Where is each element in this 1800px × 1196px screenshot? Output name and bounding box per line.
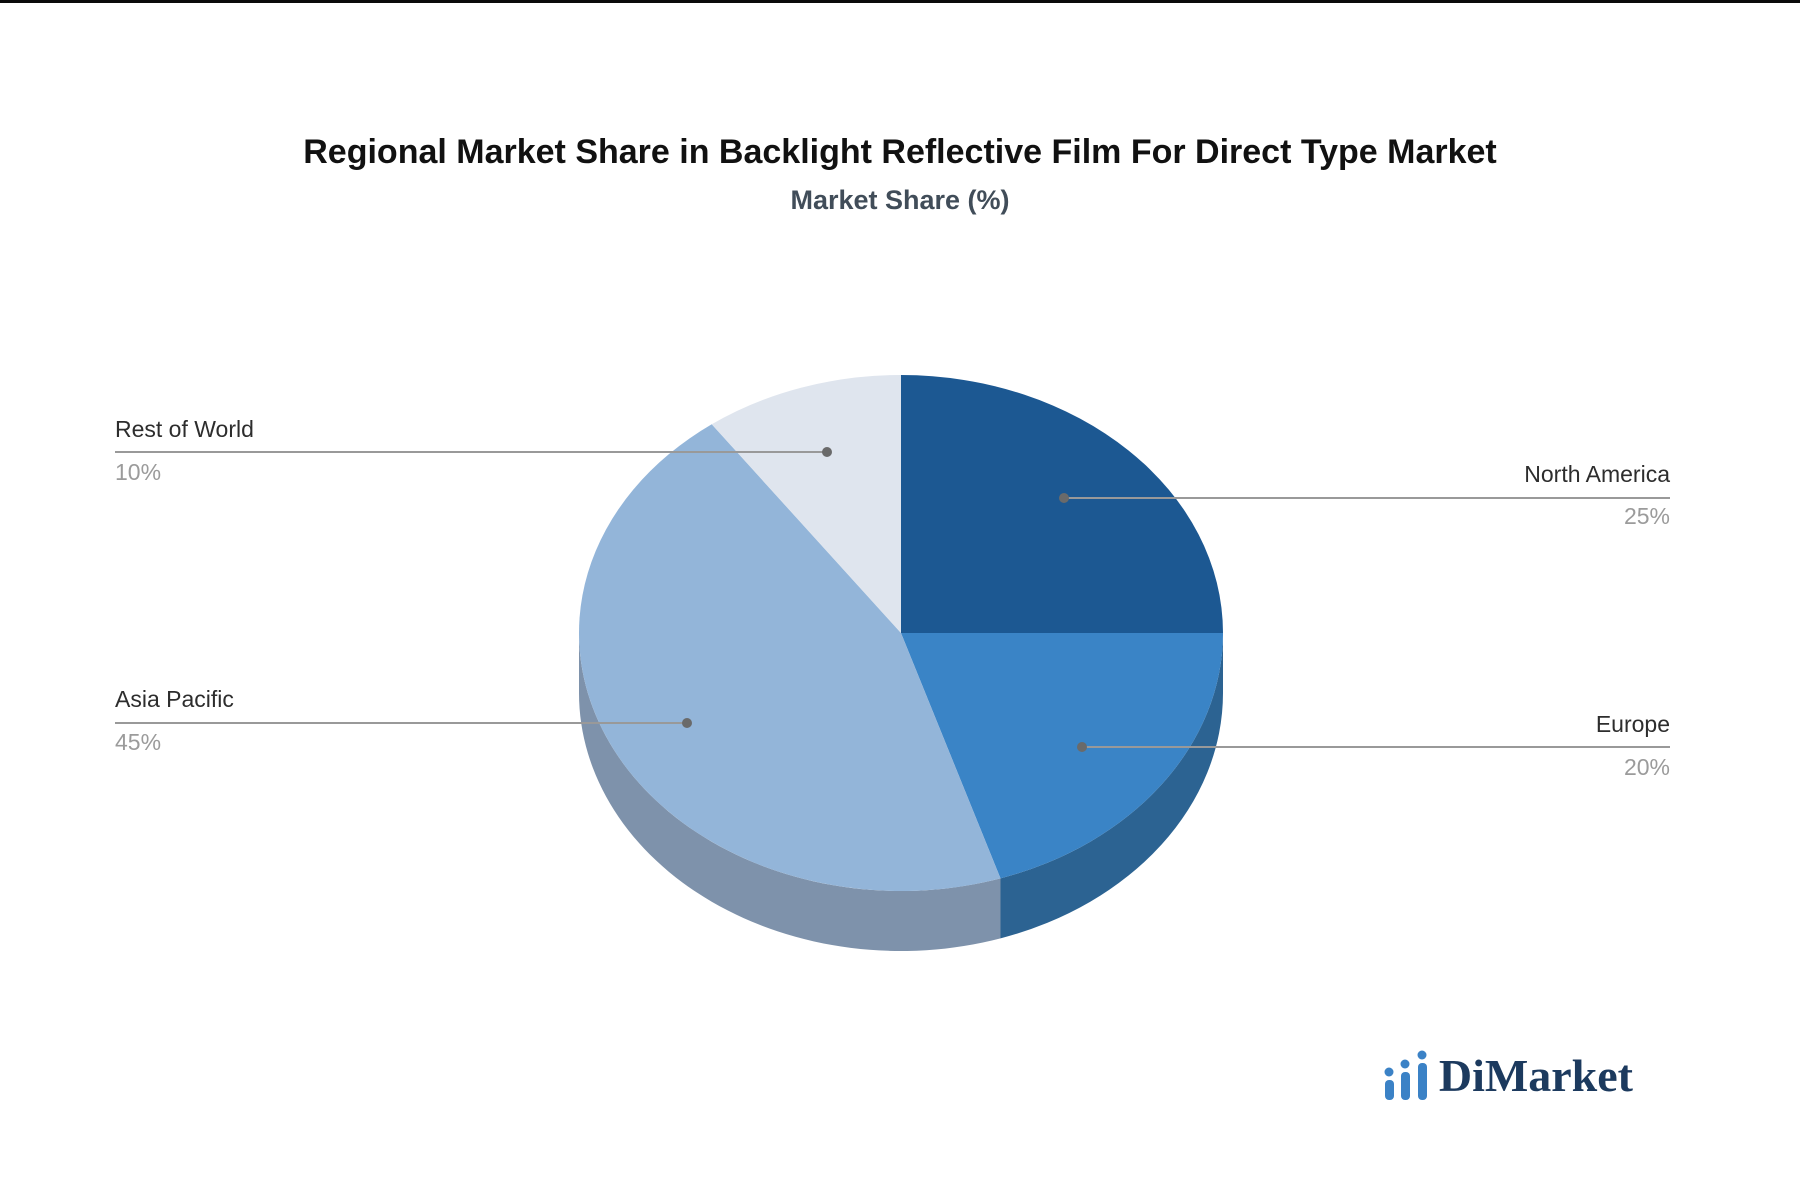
slice-label-north-america: North America — [1524, 461, 1670, 487]
bar-chart-icon — [1384, 1050, 1427, 1100]
pie-side-europe — [1000, 633, 1223, 939]
window-top-edge — [0, 0, 1800, 3]
leader-dot-asia-pacific — [682, 718, 692, 728]
slice-value-north-america: 25% — [1623, 503, 1670, 529]
slice-value-europe: 20% — [1623, 754, 1670, 780]
pie-side-asia-pacific — [579, 633, 1001, 952]
slice-value-asia-pacific: 45% — [115, 729, 162, 755]
chart-subtitle: Market Share (%) — [790, 185, 1010, 215]
leader-dot-north-america — [1059, 493, 1069, 503]
pie-slice-north-america[interactable] — [901, 375, 1223, 633]
pie-slice-asia-pacific[interactable] — [579, 424, 1001, 891]
logo-text: DiMarket — [1438, 1049, 1633, 1101]
pie-slice-rest-of-world[interactable] — [711, 375, 901, 633]
dimarket-logo[interactable]: DiMarket — [1383, 1046, 1633, 1100]
slice-label-asia-pacific: Asia Pacific — [115, 686, 234, 712]
leader-dot-rest-of-world — [822, 447, 832, 457]
slice-label-europe: Europe — [1595, 711, 1670, 737]
pie-slice-europe[interactable] — [901, 633, 1223, 879]
chart-title: Regional Market Share in Backlight Refle… — [303, 133, 1497, 171]
leader-dot-europe — [1077, 742, 1087, 752]
slice-value-rest-of-world: 10% — [115, 459, 162, 485]
slice-label-rest-of-world: Rest of World — [115, 416, 254, 442]
